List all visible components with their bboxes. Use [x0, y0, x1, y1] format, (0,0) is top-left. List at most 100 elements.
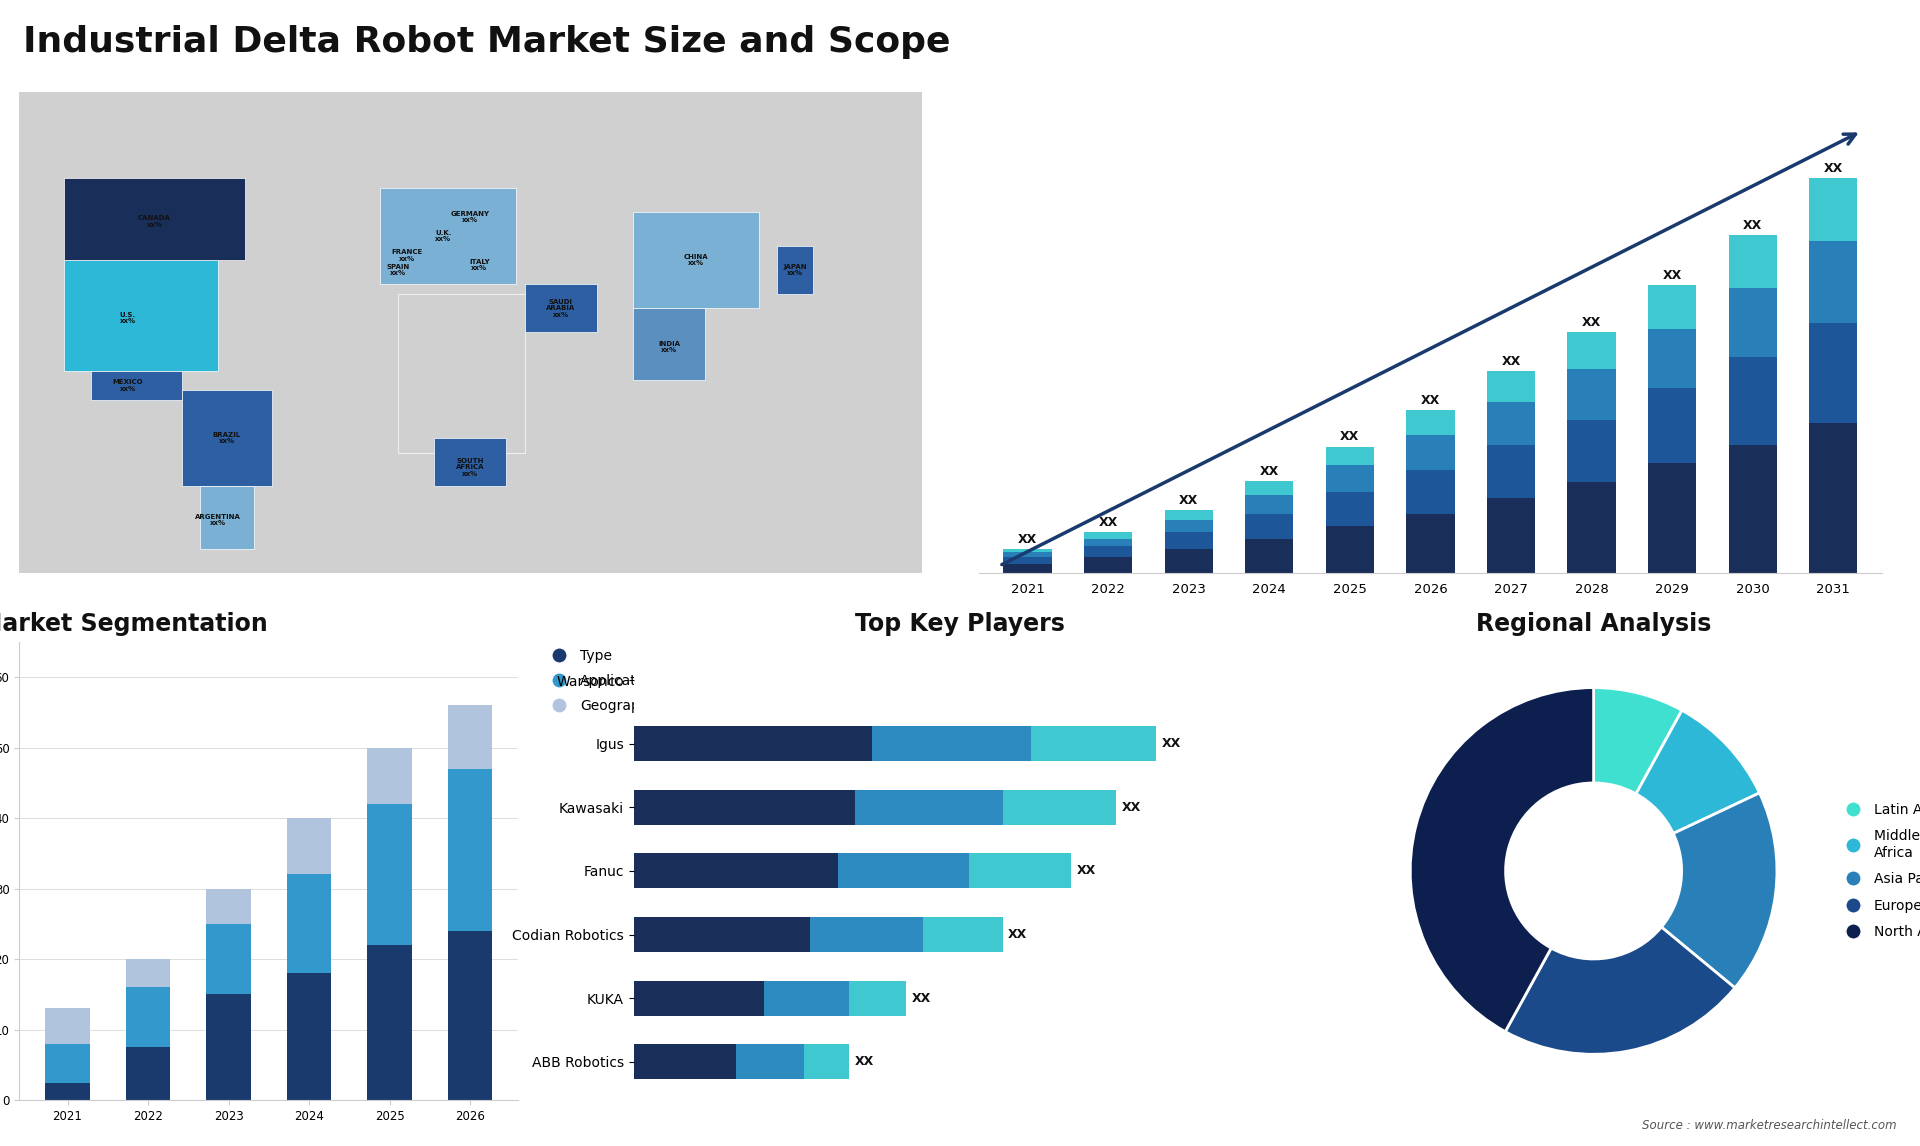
Bar: [1004, 552, 1052, 557]
Bar: [1486, 370, 1536, 402]
Text: XX: XX: [1008, 928, 1027, 941]
Bar: [127, 1047, 171, 1100]
Bar: [1567, 332, 1617, 369]
Polygon shape: [634, 308, 705, 380]
Bar: [1809, 241, 1857, 322]
Text: ARGENTINA
xx%: ARGENTINA xx%: [194, 513, 240, 526]
Legend: Latin America, Middle East &
Africa, Asia Pacific, Europe, North America: Latin America, Middle East & Africa, Asi…: [1839, 803, 1920, 939]
Bar: [1244, 495, 1294, 513]
Bar: [46, 1008, 90, 1044]
Text: U.S.
xx%: U.S. xx%: [119, 312, 136, 324]
Bar: [1809, 179, 1857, 241]
Text: U.K.
xx%: U.K. xx%: [436, 230, 451, 242]
Bar: [634, 727, 872, 761]
Text: XX: XX: [1501, 354, 1521, 368]
Text: XX: XX: [1824, 163, 1843, 175]
Title: Top Key Players: Top Key Players: [854, 612, 1066, 636]
Bar: [924, 917, 1002, 952]
Bar: [1165, 549, 1213, 573]
Text: XX: XX: [854, 1055, 874, 1068]
Bar: [1405, 470, 1455, 513]
Bar: [1004, 549, 1052, 552]
Polygon shape: [524, 284, 597, 332]
Text: SAUDI
ARABIA
xx%: SAUDI ARABIA xx%: [545, 299, 576, 317]
Bar: [286, 874, 332, 973]
Polygon shape: [778, 245, 814, 293]
Bar: [1647, 388, 1695, 463]
Bar: [634, 790, 854, 825]
Text: GERMANY
xx%: GERMANY xx%: [451, 211, 490, 223]
Wedge shape: [1636, 711, 1759, 833]
Bar: [1085, 532, 1133, 539]
Text: Market Segmentation: Market Segmentation: [0, 612, 269, 636]
Bar: [849, 981, 906, 1015]
Bar: [1486, 445, 1536, 497]
Bar: [804, 1044, 849, 1080]
Bar: [367, 804, 411, 945]
Polygon shape: [63, 260, 217, 371]
Bar: [207, 924, 252, 995]
Bar: [1325, 492, 1375, 526]
Bar: [1004, 564, 1052, 573]
Text: XX: XX: [1340, 431, 1359, 444]
Bar: [447, 769, 492, 931]
Bar: [1004, 557, 1052, 564]
Text: CHINA
xx%: CHINA xx%: [684, 254, 708, 266]
Bar: [1165, 532, 1213, 549]
Bar: [207, 888, 252, 924]
Text: XX: XX: [1663, 269, 1682, 282]
Bar: [1647, 329, 1695, 388]
Polygon shape: [182, 390, 273, 486]
Bar: [1085, 557, 1133, 573]
Text: FRANCE
xx%: FRANCE xx%: [392, 249, 422, 261]
Text: MEXICO
xx%: MEXICO xx%: [111, 379, 142, 392]
Bar: [872, 727, 1031, 761]
Polygon shape: [634, 212, 758, 308]
Text: XX: XX: [1743, 219, 1763, 231]
Polygon shape: [63, 179, 244, 260]
Bar: [1809, 423, 1857, 573]
Bar: [1405, 435, 1455, 470]
Bar: [367, 945, 411, 1100]
Text: XX: XX: [1162, 737, 1181, 751]
Text: XX: XX: [1098, 516, 1117, 529]
Bar: [634, 917, 810, 952]
Wedge shape: [1411, 688, 1594, 1031]
Bar: [854, 790, 1002, 825]
Bar: [286, 973, 332, 1100]
Bar: [1486, 497, 1536, 573]
Bar: [1405, 513, 1455, 573]
Bar: [1325, 465, 1375, 492]
Bar: [634, 1044, 735, 1080]
Bar: [810, 917, 924, 952]
Bar: [127, 959, 171, 988]
Polygon shape: [380, 188, 515, 284]
Bar: [1647, 285, 1695, 329]
Bar: [1031, 727, 1156, 761]
Polygon shape: [200, 486, 253, 549]
Bar: [1647, 463, 1695, 573]
Text: XX: XX: [1179, 494, 1198, 508]
Bar: [1809, 322, 1857, 423]
Text: ITALY
xx%: ITALY xx%: [468, 259, 490, 272]
Text: XX: XX: [912, 991, 931, 1005]
Bar: [1325, 526, 1375, 573]
Bar: [367, 747, 411, 804]
Text: XX: XX: [1018, 533, 1037, 547]
Bar: [634, 854, 837, 888]
Bar: [1244, 539, 1294, 573]
Text: SOUTH
AFRICA
xx%: SOUTH AFRICA xx%: [457, 457, 484, 477]
Bar: [634, 981, 764, 1015]
Text: BRAZIL
xx%: BRAZIL xx%: [213, 432, 240, 445]
Bar: [1244, 513, 1294, 539]
Bar: [735, 1044, 804, 1080]
Bar: [1085, 547, 1133, 557]
Bar: [1244, 481, 1294, 495]
Bar: [1567, 482, 1617, 573]
Bar: [968, 854, 1071, 888]
Bar: [1567, 369, 1617, 419]
Bar: [1486, 402, 1536, 445]
Bar: [1405, 410, 1455, 435]
Bar: [1002, 790, 1116, 825]
Text: Source : www.marketresearchintellect.com: Source : www.marketresearchintellect.com: [1642, 1120, 1897, 1132]
